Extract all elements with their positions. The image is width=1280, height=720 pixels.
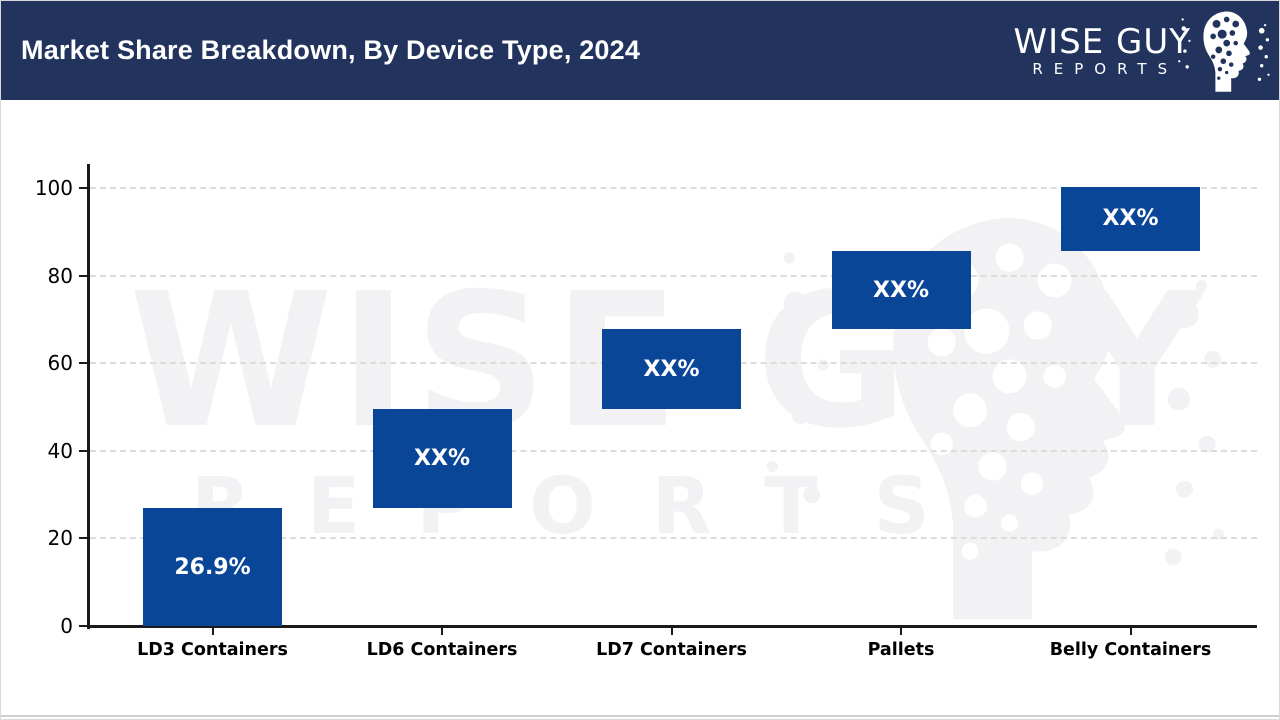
y-tick-label: 40 <box>47 438 73 463</box>
logo-wordmark-line1: WISE GUY <box>1013 21 1191 62</box>
logo-wordmark-line2: REPORTS <box>1032 59 1179 78</box>
y-tick-label: 60 <box>47 351 73 376</box>
bar-segment: 26.9% <box>143 508 282 626</box>
header: Market Share Breakdown, By Device Type, … <box>1 1 1279 100</box>
bar-segment: XX% <box>372 408 512 509</box>
x-tick-mark <box>211 628 214 635</box>
y-axis-line <box>87 164 90 629</box>
y-tick-label: 0 <box>60 614 73 638</box>
bar-value-label: XX% <box>873 277 929 303</box>
y-tick-label: 100 <box>34 176 73 200</box>
y-tick-mark <box>79 362 87 365</box>
gridline-20 <box>90 537 1257 540</box>
y-tick-mark <box>79 537 87 540</box>
x-tick-label: LD6 Containers <box>366 640 518 660</box>
bar-segment: XX% <box>831 250 971 330</box>
y-tick-label: 20 <box>47 526 73 551</box>
logo: WISE GUY REPORTS <box>1013 8 1279 93</box>
y-tick-mark <box>79 625 87 627</box>
y-tick-label: 80 <box>47 263 73 288</box>
gridline-80 <box>90 274 1257 277</box>
logo-wordmark: WISE GUY REPORTS <box>1013 25 1191 77</box>
x-tick-mark <box>670 628 673 635</box>
logo-head-icon <box>1177 8 1273 93</box>
bar-value-label: XX% <box>414 445 470 471</box>
x-tick-label: Belly Containers <box>1049 640 1212 660</box>
x-tick-label: LD3 Containers <box>137 640 288 660</box>
y-tick-mark <box>79 274 87 277</box>
y-tick-mark <box>79 187 87 189</box>
gridline-40 <box>90 449 1257 452</box>
bar-value-label: XX% <box>1102 206 1159 232</box>
x-tick-mark <box>441 628 443 635</box>
bar-segment: XX% <box>602 329 741 409</box>
bar-segment: XX% <box>1061 186 1200 251</box>
gridline-100 <box>90 187 1257 189</box>
bar-value-label: 26.9% <box>174 554 251 580</box>
y-tick-mark <box>79 449 87 452</box>
bottom-border-line <box>1 715 1279 717</box>
x-axis-line <box>87 625 1257 628</box>
bar-value-label: XX% <box>643 356 700 382</box>
x-tick-label: LD7 Containers <box>596 640 747 660</box>
x-tick-mark <box>900 628 902 635</box>
page-title: Market Share Breakdown, By Device Type, … <box>21 35 641 65</box>
x-tick-mark <box>1129 628 1132 635</box>
x-tick-label: Pallets <box>867 640 935 660</box>
